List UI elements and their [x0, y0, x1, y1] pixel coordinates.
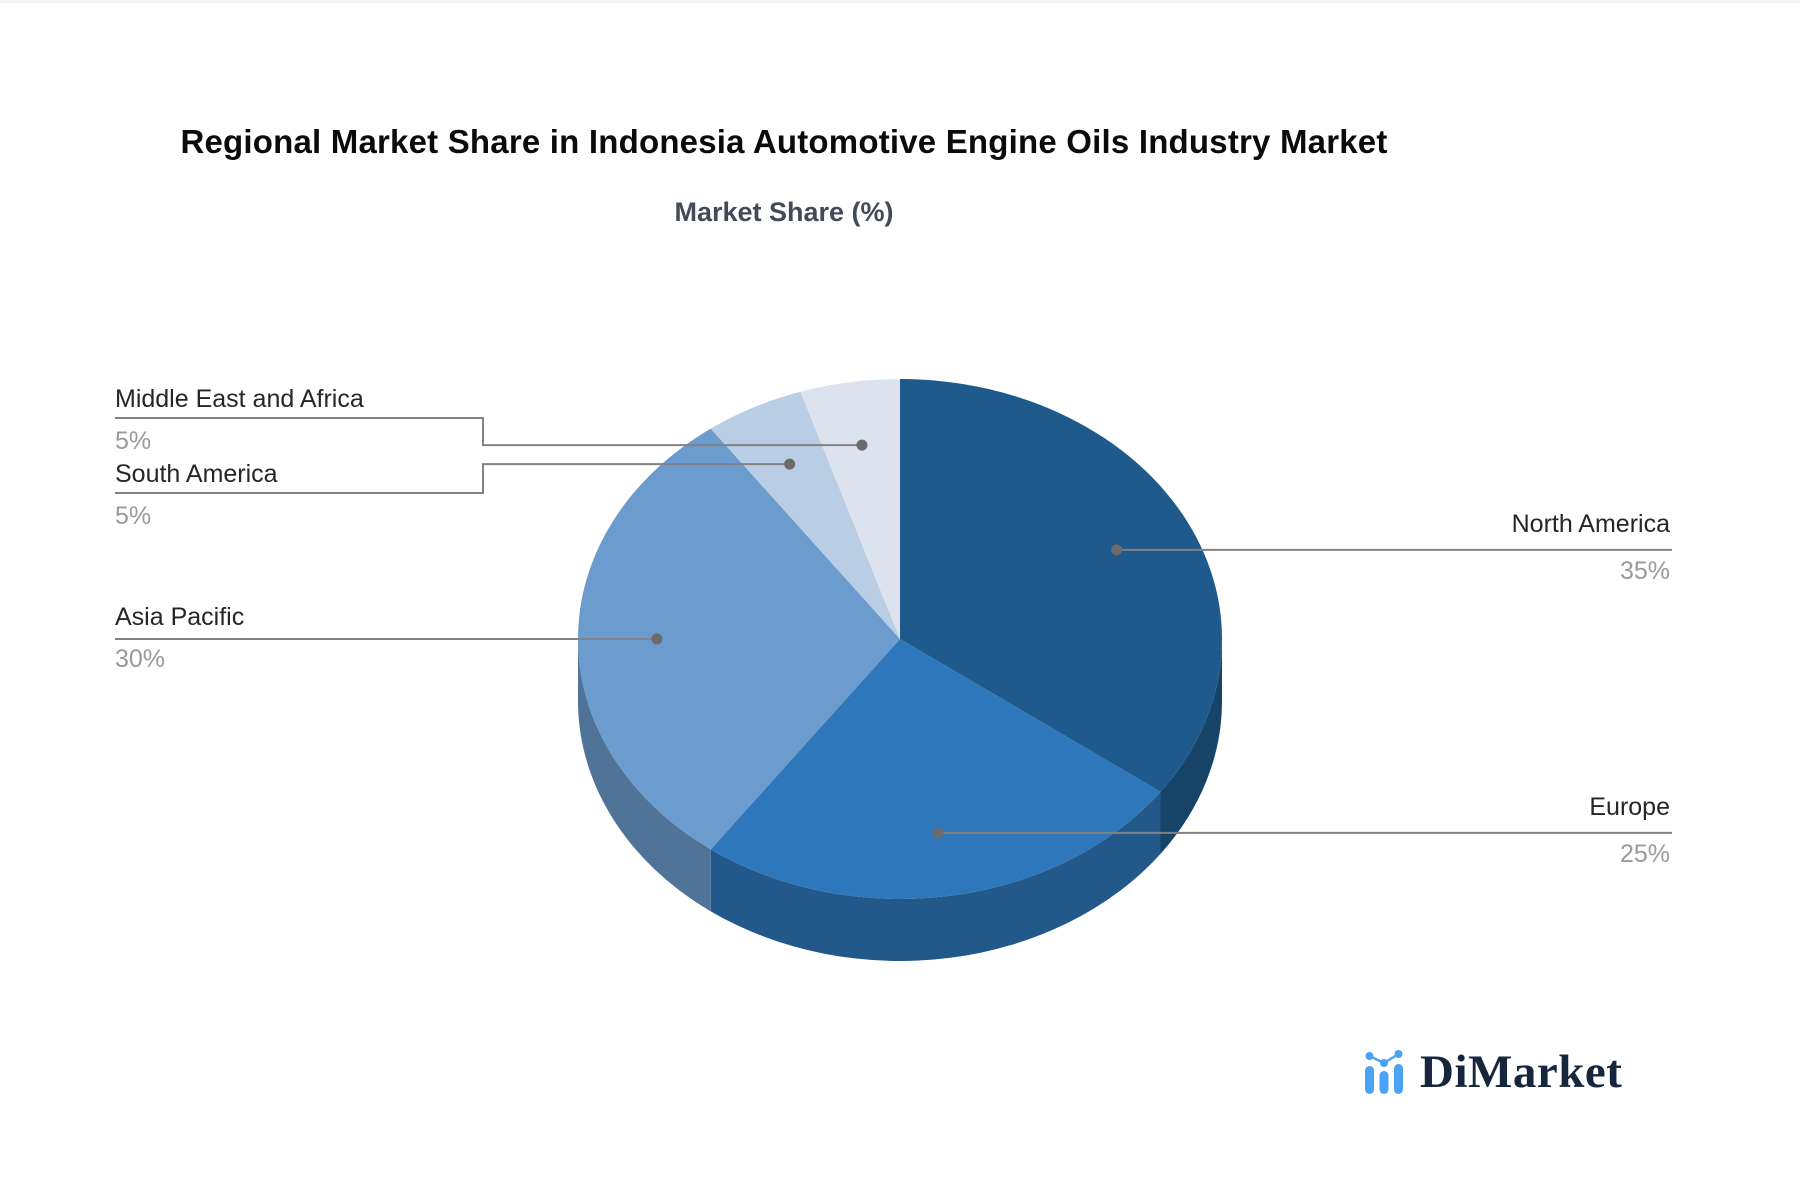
dimarket-logo-icon — [1365, 1050, 1403, 1094]
connector-dot-south-america — [784, 458, 796, 470]
slice-label-europe: Europe — [1589, 793, 1670, 821]
pie-slice-side-europe — [710, 791, 1161, 962]
pie-slice-europe — [710, 639, 1161, 900]
slice-label-asia-pacific: Asia Pacific — [115, 603, 245, 631]
slice-label-south-america: South America — [115, 460, 278, 488]
connector-dot-asia-pacific — [651, 633, 663, 645]
slice-label-middle-east-and-africa: Middle East and Africa — [115, 385, 364, 413]
slice-value-south-america: 5% — [115, 502, 152, 530]
pie-slice-north-america — [900, 379, 1222, 792]
connector-line-middle-east-and-africa — [115, 417, 862, 447]
connector-dot-north-america — [1111, 544, 1123, 556]
slice-value-europe: 25% — [1619, 840, 1670, 868]
connector-line-south-america — [115, 463, 790, 494]
pie-slice-south-america — [710, 391, 900, 639]
slice-value-middle-east-and-africa: 5% — [115, 427, 152, 455]
dimarket-logo: DiMarket — [1363, 1045, 1622, 1099]
dimarket-logo-text: DiMarket — [1420, 1046, 1623, 1098]
pie-chart — [115, 379, 1672, 962]
pie-slice-middle-east-and-africa — [800, 379, 900, 639]
chart-title: Regional Market Share in Indonesia Autom… — [180, 123, 1388, 160]
connector-dot-europe — [932, 827, 944, 839]
chart-subtitle: Market Share (%) — [674, 197, 894, 227]
slice-value-asia-pacific: 30% — [115, 645, 166, 673]
pie-slice-asia-pacific — [577, 428, 900, 850]
slice-label-north-america: North America — [1511, 510, 1670, 538]
slice-value-north-america: 35% — [1619, 557, 1670, 585]
pie-slice-side-north-america — [1160, 639, 1222, 854]
pie-slice-side-asia-pacific — [578, 639, 711, 912]
connector-dot-middle-east-and-africa — [856, 439, 868, 451]
